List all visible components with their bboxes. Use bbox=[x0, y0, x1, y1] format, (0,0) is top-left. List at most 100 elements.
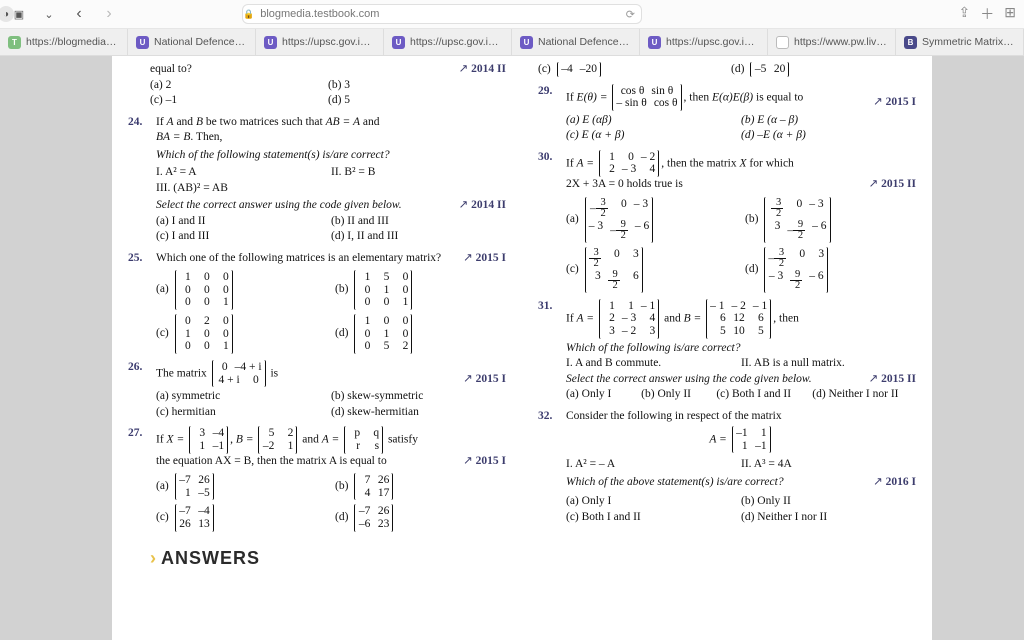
favicon: U bbox=[520, 36, 533, 49]
q31-which: Which of the following is/are correct? bbox=[566, 341, 916, 357]
q30-number: 30. bbox=[538, 150, 560, 293]
browser-tab[interactable]: Uhttps://upsc.gov.in/… bbox=[640, 29, 768, 55]
tab-label: https://www.pw.live/… bbox=[794, 36, 887, 48]
newtab-icon[interactable]: ＋ bbox=[980, 4, 994, 24]
q32-number: 32. bbox=[538, 409, 560, 526]
opt-d: (d) skew-hermitian bbox=[331, 405, 506, 421]
q25-opt-b: (b)150010001 bbox=[335, 270, 506, 310]
dropdown-icon[interactable]: ⌄ bbox=[38, 4, 60, 24]
q27-line2: the equation AX = B, then the matrix A i… bbox=[156, 454, 463, 470]
q24-A: A bbox=[167, 116, 174, 128]
browser-tab[interactable]: U National Defence A… bbox=[512, 29, 640, 55]
opt-d: (d) Neither I nor II bbox=[741, 510, 916, 526]
tabs-grid-icon[interactable]: ⊞ bbox=[1004, 4, 1016, 24]
opt-a: (a) Only I bbox=[566, 494, 741, 510]
opt-d: (d) 5 bbox=[328, 93, 506, 109]
year-tag: 2015 I bbox=[463, 251, 506, 267]
favicon: U bbox=[264, 36, 277, 49]
column-left: equal to? 2014 II (a) 2(b) 3 (c) –1(d) 5… bbox=[112, 56, 522, 640]
share-icon[interactable]: ⇪ bbox=[959, 4, 971, 24]
year-tag: 2015 II bbox=[869, 177, 916, 193]
url-bar[interactable]: 🔒 blogmedia.testbook.com ⟳ bbox=[242, 4, 642, 24]
year-tag: 2015 I bbox=[873, 95, 916, 111]
year-tag: 2015 I bbox=[463, 454, 506, 470]
tab-label: National Defence A… bbox=[154, 36, 247, 48]
q31-line1: If A = 11– 12– 343– 23 and B = – 1– 2– 1… bbox=[566, 299, 916, 339]
tab-label: National Defence A… bbox=[538, 36, 631, 48]
pre-q-options: (a) 2(b) 3 (c) –1(d) 5 bbox=[150, 78, 506, 109]
q27-opt-a: (a)–7261–5 bbox=[156, 473, 327, 500]
tab-label: https://upsc.gov.in/… bbox=[410, 36, 503, 48]
q27-opt-d: (d)–726–623 bbox=[335, 504, 506, 531]
favicon: ◉ bbox=[776, 36, 789, 49]
browser-toolbar: ▣ ⌄ ‹ › ◑ 🔒 blogmedia.testbook.com ⟳ ⇪ ＋… bbox=[0, 0, 1024, 29]
browser-tab[interactable]: Uhttps://upsc.gov.in/… bbox=[384, 29, 512, 55]
opt-c: (c) hermitian bbox=[156, 405, 331, 421]
opt-a: (a) 2 bbox=[150, 78, 328, 94]
q25-opt-d: (d)100010052 bbox=[335, 314, 506, 354]
q27-line1: If X = 3–41–1, B = 52–21 and A = pqrs sa… bbox=[156, 426, 506, 453]
q27-number: 27. bbox=[128, 426, 150, 531]
year-tag: 2014 II bbox=[459, 62, 506, 78]
browser-tab[interactable]: ◉ https://www.pw.live/… bbox=[768, 29, 896, 55]
favicon: U bbox=[392, 36, 405, 49]
tab-strip: Thttps://blogmedia.te… U National Defence … bbox=[0, 29, 1024, 56]
q30-opt-b: (b) 320– 3 3–92– 6 bbox=[745, 197, 916, 243]
opt-b: (b) 3 bbox=[328, 78, 506, 94]
q30-opt-d: (d) –3203 – 392– 6 bbox=[745, 247, 916, 293]
column-right: (c)–4–20 (d)–520 29. If E(θ) = cos θsin … bbox=[522, 56, 932, 640]
answers-heading: ›ANSWERS bbox=[128, 546, 506, 570]
question-27: 27. If X = 3–41–1, B = 52–21 and A = pqr… bbox=[128, 426, 506, 531]
pre-q-line: equal to? bbox=[150, 62, 459, 78]
year-tag: 2016 I bbox=[873, 475, 916, 491]
q24-number: 24. bbox=[128, 115, 150, 245]
opt-c: (c) Both I and II bbox=[566, 510, 741, 526]
opt-c: (c) –1 bbox=[150, 93, 328, 109]
q30-opt-c: (c) 3203 3926 bbox=[566, 247, 737, 293]
q26-number: 26. bbox=[128, 360, 150, 420]
year-tag: 2015 I bbox=[463, 372, 506, 388]
q31-stmt-ii: II. AB is a null matrix. bbox=[741, 356, 916, 372]
q32-stmt-i: I. A² = – A bbox=[566, 457, 741, 473]
question-32: 32. Consider the following in respect of… bbox=[538, 409, 916, 526]
back-button[interactable]: ‹ bbox=[68, 4, 90, 24]
tab-label: https://upsc.gov.in/… bbox=[282, 36, 375, 48]
browser-tab[interactable]: Uhttps://upsc.gov.in/… bbox=[256, 29, 384, 55]
q24-which: Which of the following statement(s) is/a… bbox=[156, 148, 506, 164]
q29-text: If E(θ) = cos θsin θ– sin θcos θ, then E… bbox=[566, 84, 873, 111]
opt-b: (b) skew-symmetric bbox=[331, 389, 506, 405]
q31-number: 31. bbox=[538, 299, 560, 403]
forward-button[interactable]: › bbox=[98, 4, 120, 24]
q24-select: Select the correct answer using the code… bbox=[156, 198, 459, 214]
q30-line2: 2X + 3A = 0 holds true is bbox=[566, 177, 869, 193]
q25-text: Which one of the following matrices is a… bbox=[156, 251, 463, 267]
browser-tab[interactable]: UNational Defence A… bbox=[128, 29, 256, 55]
page-area: equal to? 2014 II (a) 2(b) 3 (c) –1(d) 5… bbox=[0, 56, 1024, 640]
question-26: 26. The matrix 0–4 + i4 + i0 is 2015 I (… bbox=[128, 360, 506, 420]
question-30: 30. If A = 10– 22– 34, then the matrix X… bbox=[538, 150, 916, 293]
opt-d: (d) I, II and III bbox=[331, 229, 506, 245]
q31-stmt-i: I. A and B commute. bbox=[566, 356, 741, 372]
opt-b: (b) Only II bbox=[741, 494, 916, 510]
q26-text: The matrix 0–4 + i4 + i0 is bbox=[156, 360, 463, 387]
document-sheet: equal to? 2014 II (a) 2(b) 3 (c) –1(d) 5… bbox=[112, 56, 932, 640]
q27-opt-b: (b)726417 bbox=[335, 473, 506, 500]
tab-label: Symmetric Matrix &… bbox=[922, 36, 1015, 48]
question-25: 25. Which one of the following matrices … bbox=[128, 251, 506, 354]
q24-stmt-iii: III. (AB)² = AB bbox=[156, 181, 506, 197]
question-31: 31. If A = 11– 12– 343– 23 and B = – 1– … bbox=[538, 299, 916, 403]
favicon: B bbox=[904, 36, 917, 49]
browser-tab[interactable]: B Symmetric Matrix &… bbox=[896, 29, 1024, 55]
pre-opt-d: (d)–520 bbox=[731, 62, 916, 78]
reload-icon[interactable]: ⟳ bbox=[626, 8, 635, 21]
q24-stmt-ii: II. B² = B bbox=[331, 165, 506, 181]
q24-eq2: BA = B bbox=[156, 131, 190, 143]
q31-select: Select the correct answer using the code… bbox=[566, 372, 869, 388]
opt-c: (c) I and III bbox=[156, 229, 331, 245]
q24-eq1: AB = A bbox=[326, 116, 360, 128]
opt-c: (c) E (α + β) bbox=[566, 128, 741, 144]
browser-tab[interactable]: Thttps://blogmedia.te… bbox=[0, 29, 128, 55]
q24-then: . Then, bbox=[190, 131, 222, 143]
favicon: T bbox=[8, 36, 21, 49]
question-29: 29. If E(θ) = cos θsin θ– sin θcos θ, th… bbox=[538, 84, 916, 144]
